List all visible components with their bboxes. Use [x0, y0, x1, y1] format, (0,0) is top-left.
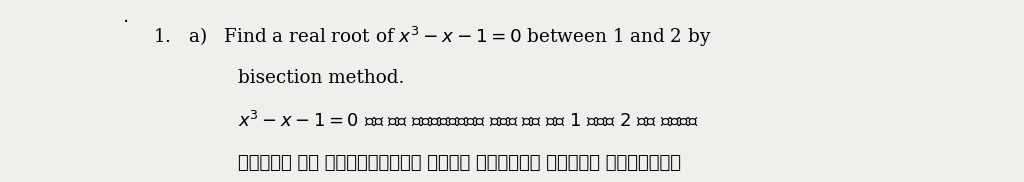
Text: $x^3 - x - 1 = 0$ का एक वास्तविक मूल जो कि 1 एवं 2 के मध्य: $x^3 - x - 1 = 0$ का एक वास्तविक मूल जो …: [239, 111, 698, 130]
Text: 1.   a)   Find a real root of $x^3 - x - 1 = 0$ between 1 and 2 by: 1. a) Find a real root of $x^3 - x - 1 =…: [153, 25, 711, 49]
Text: स्थित है बायसेक्शन विधि द्वारा ज्ञात कीजिये।: स्थित है बायसेक्शन विधि द्वारा ज्ञात कीज…: [239, 154, 681, 172]
Text: ·: ·: [123, 13, 129, 32]
Text: bisection method.: bisection method.: [239, 70, 404, 88]
